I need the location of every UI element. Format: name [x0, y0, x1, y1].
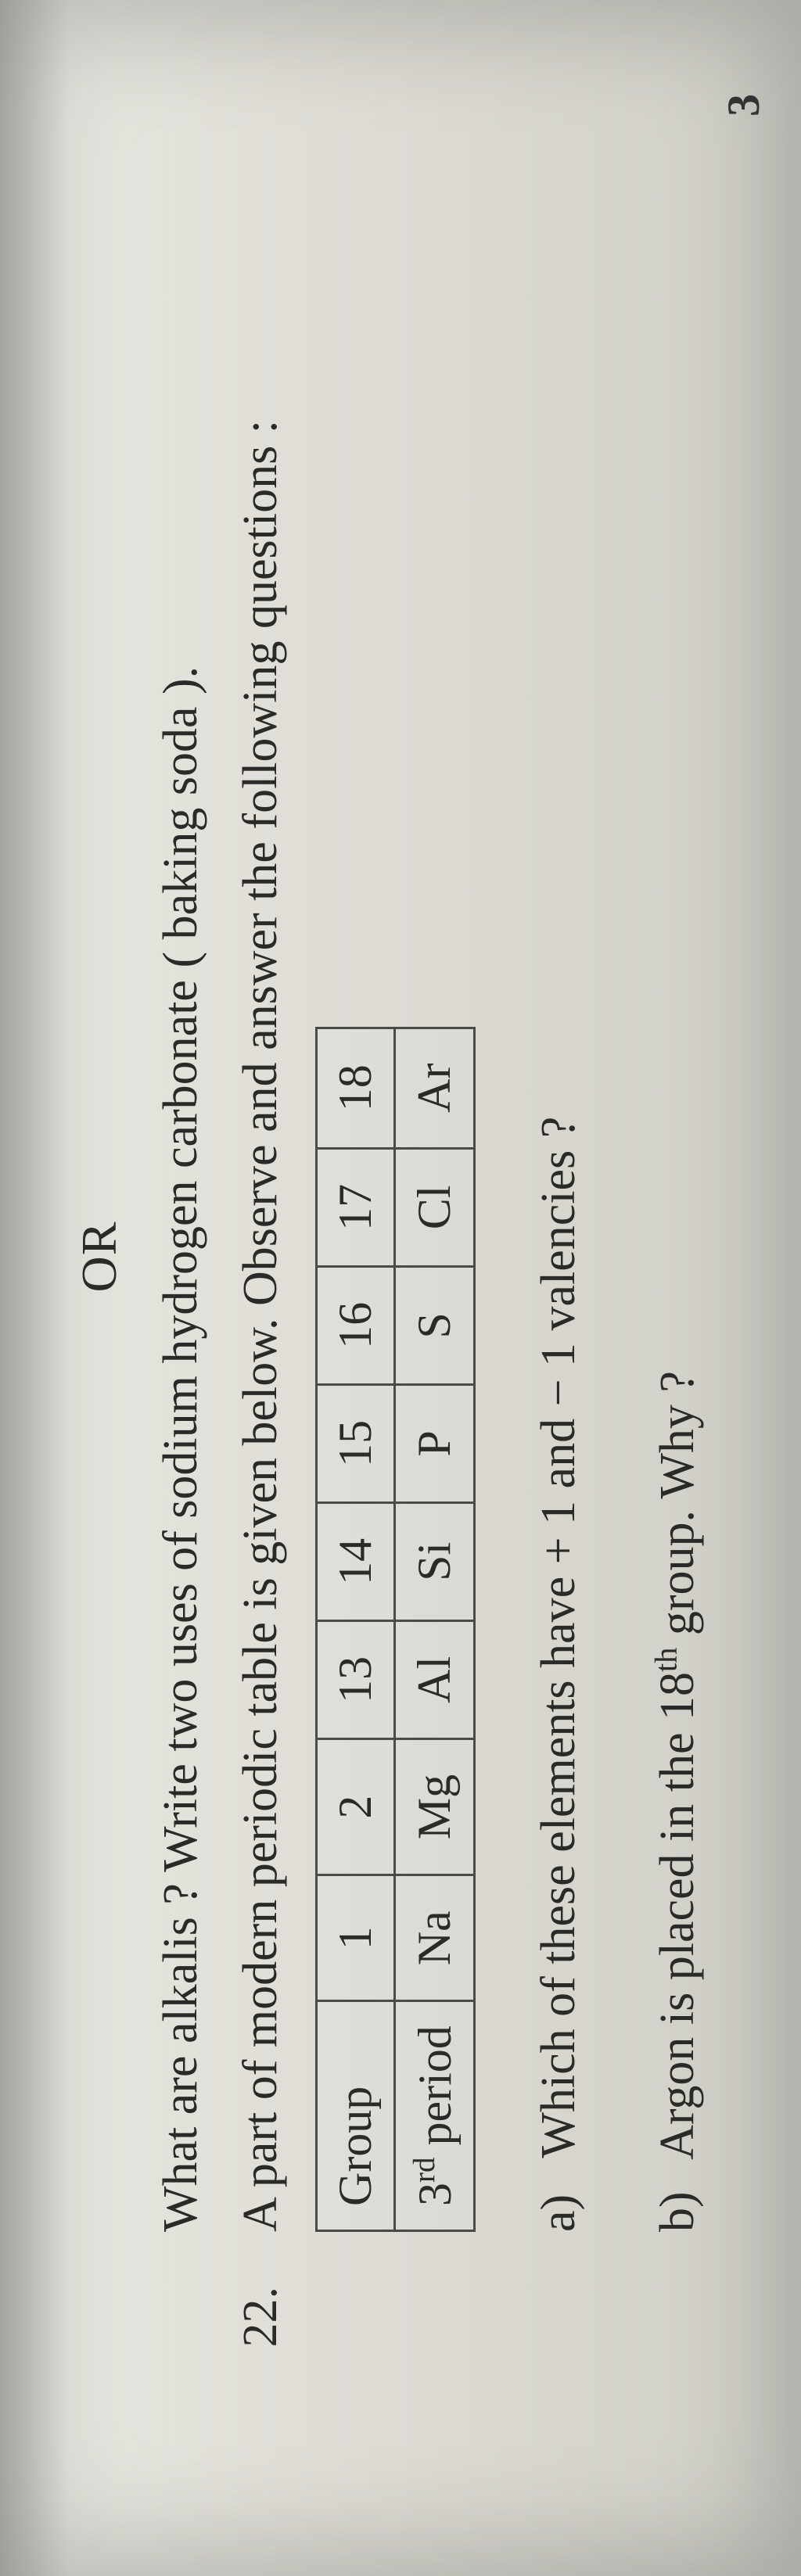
q22-line: 22. A part of modern periodic table is g… — [228, 141, 294, 2373]
element-cell: Cl — [395, 1148, 475, 1266]
group-cell: 18 — [317, 1028, 395, 1148]
q22-part-a: a) Which of these elements have + 1 and … — [524, 141, 594, 2232]
row-header-period3: 3rd period — [395, 2001, 475, 2231]
part-label: b) — [643, 2169, 713, 2232]
element-cell: Ar — [395, 1028, 475, 1148]
element-cell: P — [395, 1384, 475, 1502]
group-cell: 14 — [317, 1502, 395, 1620]
table-row: 3rd period Na Mg Al Si P S Cl Ar — [395, 1028, 475, 2230]
element-cell: Al — [395, 1620, 475, 1738]
page-sheet: OR What are alkalis ? Write two uses of … — [0, 0, 801, 2576]
prev-question-line: What are alkalis ? Write two uses of sod… — [149, 141, 214, 2373]
prev-q-text: What are alkalis ? Write two uses of sod… — [149, 141, 214, 2232]
part-text: Argon is placed in the 18th group. Why ? — [651, 1371, 704, 2160]
element-cell: Si — [395, 1502, 475, 1620]
prev-q-number — [149, 2287, 214, 2373]
element-cell: Mg — [395, 1738, 475, 1875]
group-cell: 13 — [317, 1620, 395, 1738]
part-text: Which of these elements have + 1 and − 1… — [532, 1117, 585, 2158]
q22-part-b: b) Argon is placed in the 18th group. Wh… — [643, 141, 713, 2232]
element-cell: Na — [395, 1875, 475, 2001]
part-label: a) — [524, 2169, 594, 2232]
group-cell: 15 — [317, 1384, 395, 1502]
margin-mark: 3 — [717, 94, 770, 117]
group-cell: 2 — [317, 1738, 395, 1875]
group-cell: 1 — [317, 1875, 395, 2001]
group-cell: 17 — [317, 1148, 395, 1266]
or-separator: OR — [70, 141, 128, 2373]
group-cell: 16 — [317, 1266, 395, 1384]
q22-lead: A part of modern periodic table is given… — [228, 141, 294, 2232]
row-header-group: Group — [317, 2001, 395, 2231]
periodic-table-excerpt: Group 1 2 13 14 15 16 17 18 3rd period N… — [315, 1027, 476, 2232]
element-cell: S — [395, 1266, 475, 1384]
table-row: Group 1 2 13 14 15 16 17 18 — [317, 1028, 395, 2230]
q22-number: 22. — [228, 2287, 294, 2373]
